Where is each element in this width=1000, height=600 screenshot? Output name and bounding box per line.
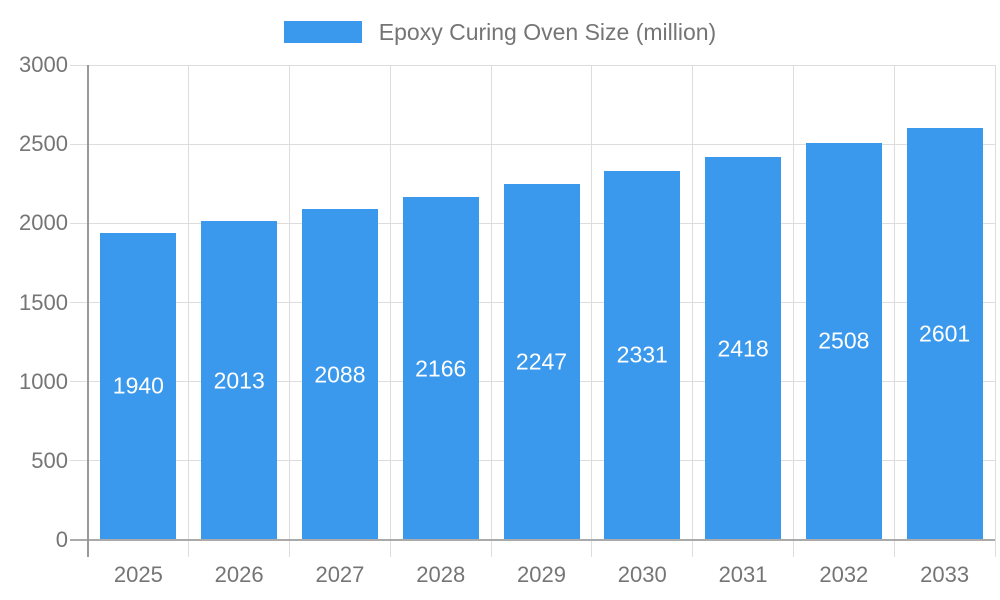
bar-value-label: 1940 [112, 372, 164, 399]
bar-value-label: 2601 [919, 320, 971, 347]
x-tick-label: 2026 [214, 562, 264, 587]
bar-value-label: 2418 [717, 335, 769, 362]
y-axis-line [87, 65, 89, 557]
y-tick-label: 2500 [19, 131, 68, 157]
x-gridline [692, 65, 694, 557]
x-gridline [490, 65, 492, 557]
x-axis-baseline [70, 539, 995, 541]
bar-value-label: 2508 [818, 327, 870, 354]
bar-value-label: 2013 [213, 367, 265, 394]
y-tick-label: 2000 [19, 210, 68, 236]
bar-value-label: 2247 [515, 348, 568, 375]
bar-value-label: 2331 [616, 341, 668, 368]
bar[interactable] [201, 221, 277, 540]
y-tick-label: 1500 [19, 289, 68, 315]
x-tick-label: 2033 [920, 562, 970, 587]
legend-label: Epoxy Curing Oven Size (million) [378, 18, 717, 45]
legend[interactable]: Epoxy Curing Oven Size (million) [0, 18, 1000, 46]
bar-value-label: 2088 [314, 361, 366, 388]
x-tick-label: 2031 [718, 562, 768, 587]
legend-swatch [283, 21, 362, 43]
x-tick-label: 2030 [617, 562, 667, 587]
y-tick-label: 0 [55, 527, 68, 552]
x-tick-label: 2032 [819, 562, 869, 587]
x-tick-label: 2025 [113, 562, 163, 587]
bar[interactable] [504, 184, 580, 540]
x-gridline [289, 65, 291, 557]
x-tick-label: 2029 [517, 562, 566, 587]
x-tick-label: 2028 [416, 562, 466, 587]
y-tick-label: 3000 [19, 52, 68, 77]
bar[interactable] [302, 209, 378, 540]
bar[interactable] [403, 197, 479, 540]
bar[interactable] [100, 232, 176, 540]
x-gridline [389, 65, 391, 557]
x-gridline [893, 65, 895, 557]
bar[interactable] [907, 128, 983, 540]
y-gridline [70, 64, 995, 66]
bar[interactable] [604, 170, 680, 540]
x-gridline [792, 65, 794, 557]
y-tick-label: 1000 [19, 368, 68, 394]
x-gridline [994, 65, 996, 557]
bar[interactable] [806, 142, 882, 540]
y-gridline [70, 143, 995, 145]
x-tick-label: 2027 [315, 562, 365, 587]
x-gridline [188, 65, 190, 557]
bar-value-label: 2166 [415, 355, 467, 382]
x-gridline [591, 65, 593, 557]
y-tick-label: 500 [31, 447, 68, 473]
bar[interactable] [705, 157, 781, 540]
